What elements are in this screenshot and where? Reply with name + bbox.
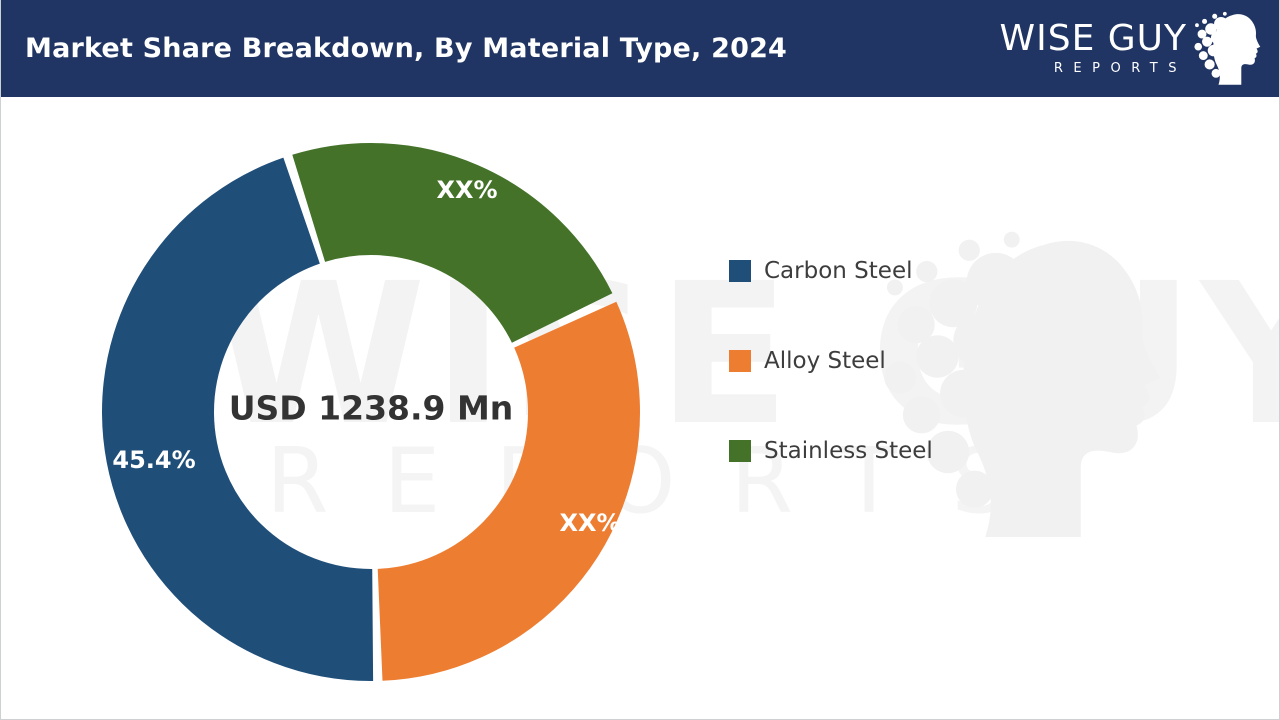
watermark-subtext: REPORTS xyxy=(266,429,1064,534)
chart-canvas: WISE GUY REPORTS USD 1238.9 Mn 45.4% XX%… xyxy=(1,97,1279,719)
logo-name: WISE GUY xyxy=(999,18,1187,60)
slice-label-stainless-steel: XX% xyxy=(436,176,498,204)
donut-segment-carbon-steel xyxy=(102,143,640,681)
legend-label-alloy-steel: Alloy Steel xyxy=(764,348,886,374)
slice-label-carbon-steel: 45.4% xyxy=(112,446,196,474)
legend-item-stainless-steel: Stainless Steel xyxy=(729,436,933,466)
logo-subtitle: REPORTS xyxy=(1053,60,1187,76)
page-title: Market Share Breakdown, By Material Type… xyxy=(25,33,788,64)
legend-item-alloy-steel: Alloy Steel xyxy=(729,346,933,376)
legend-swatch-carbon-steel xyxy=(729,260,751,282)
donut-segment-stainless-steel xyxy=(102,143,640,681)
donut-center-value: USD 1238.9 Mn xyxy=(228,388,514,428)
donut-segment-alloy-steel xyxy=(102,143,640,681)
logo-text: WISE GUY REPORTS xyxy=(1000,20,1188,76)
legend-label-stainless-steel: Stainless Steel xyxy=(764,438,933,464)
donut-chart xyxy=(102,143,640,681)
chart-legend: Carbon Steel Alloy Steel Stainless Steel xyxy=(729,256,933,526)
legend-swatch-stainless-steel xyxy=(729,440,751,462)
legend-item-carbon-steel: Carbon Steel xyxy=(729,256,933,286)
header-bar: Market Share Breakdown, By Material Type… xyxy=(1,0,1279,97)
wise-guy-logo: WISE GUY REPORTS xyxy=(1000,10,1264,86)
legend-label-carbon-steel: Carbon Steel xyxy=(764,258,913,284)
legend-swatch-alloy-steel xyxy=(729,350,751,372)
slice-label-alloy-steel: XX% xyxy=(559,509,621,537)
logo-face-icon xyxy=(1193,10,1263,86)
